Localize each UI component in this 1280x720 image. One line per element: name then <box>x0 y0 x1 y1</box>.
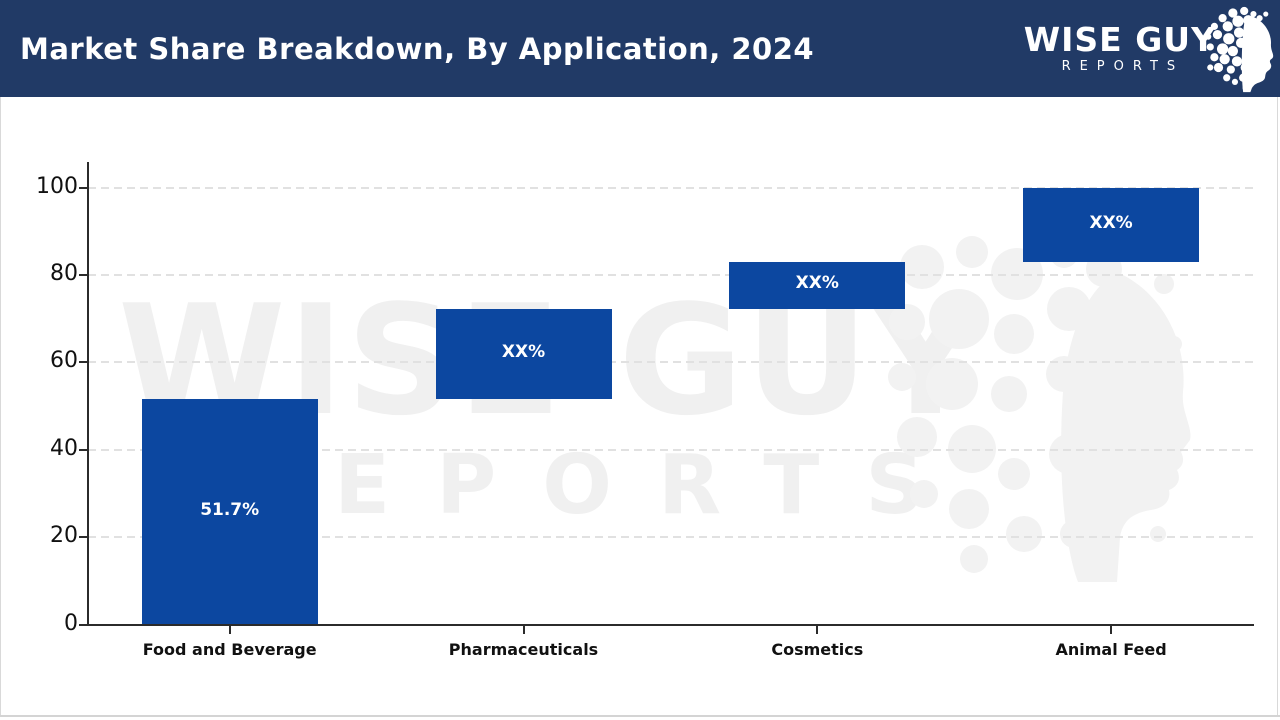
x-axis-tick-2 <box>816 626 819 634</box>
watermark-text-line2: REPORTS <box>225 438 971 533</box>
bar-animal-feed <box>1023 187 1200 262</box>
y-axis-tick-0 <box>79 623 87 626</box>
y-axis-tick-label-20: 20 <box>50 523 78 549</box>
x-axis-category-label: Pharmaceuticals <box>448 640 599 659</box>
brand-logo-subtitle: REPORTS <box>1061 59 1185 74</box>
x-axis-category-label: Animal Feed <box>1055 640 1167 659</box>
y-axis-tick-100 <box>79 186 87 189</box>
y-axis-tick-80 <box>79 273 87 276</box>
bar-pharmaceuticals <box>435 308 612 399</box>
y-axis-tick-label-80: 80 <box>50 260 78 286</box>
y-axis-tick-60 <box>79 361 87 364</box>
y-axis-line <box>87 162 89 626</box>
brand-logo: WISE GUY REPORTS <box>1024 0 1274 97</box>
y-axis-tick-label-0: 0 <box>64 610 78 636</box>
gridline-20 <box>88 536 1253 539</box>
gridline-60 <box>88 361 1253 364</box>
watermark-face-dots <box>888 236 1191 582</box>
brand-logo-words: WISE GUY REPORTS <box>1024 23 1216 74</box>
x-axis-tick-1 <box>522 626 525 634</box>
bar-value-label: XX% <box>1089 212 1133 233</box>
brand-logo-face-icon <box>1205 6 1274 92</box>
y-axis-tick-label-60: 60 <box>50 348 78 374</box>
gridline-40 <box>88 448 1253 451</box>
x-axis-line <box>87 624 1254 626</box>
page-border-bottom <box>0 715 1280 717</box>
x-axis-tick-3 <box>1110 626 1113 634</box>
chart-title: Market Share Breakdown, By Application, … <box>20 31 815 66</box>
bar-value-label: XX% <box>795 273 839 294</box>
x-axis-category-label: Food and Beverage <box>142 640 317 659</box>
gridline-100 <box>88 186 1253 189</box>
y-axis-tick-label-40: 40 <box>50 435 78 461</box>
bar-value-label: XX% <box>501 341 546 362</box>
page-border-left <box>0 97 1 715</box>
bar-food-and-beverage <box>141 398 318 625</box>
header-bar: Market Share Breakdown, By Application, … <box>0 0 1280 97</box>
y-axis-tick-20 <box>79 536 87 539</box>
y-axis-tick-40 <box>79 448 87 451</box>
bar-value-label: 51.7% <box>200 499 260 520</box>
bar-cosmetics <box>729 261 906 309</box>
page-border-right <box>1277 97 1278 715</box>
brand-logo-name: WISE GUY <box>1023 20 1216 59</box>
y-axis-tick-label-100: 100 <box>36 173 78 199</box>
x-axis-tick-0 <box>228 626 231 634</box>
gridline-80 <box>88 273 1253 276</box>
x-axis-category-label: Cosmetics <box>771 640 864 659</box>
